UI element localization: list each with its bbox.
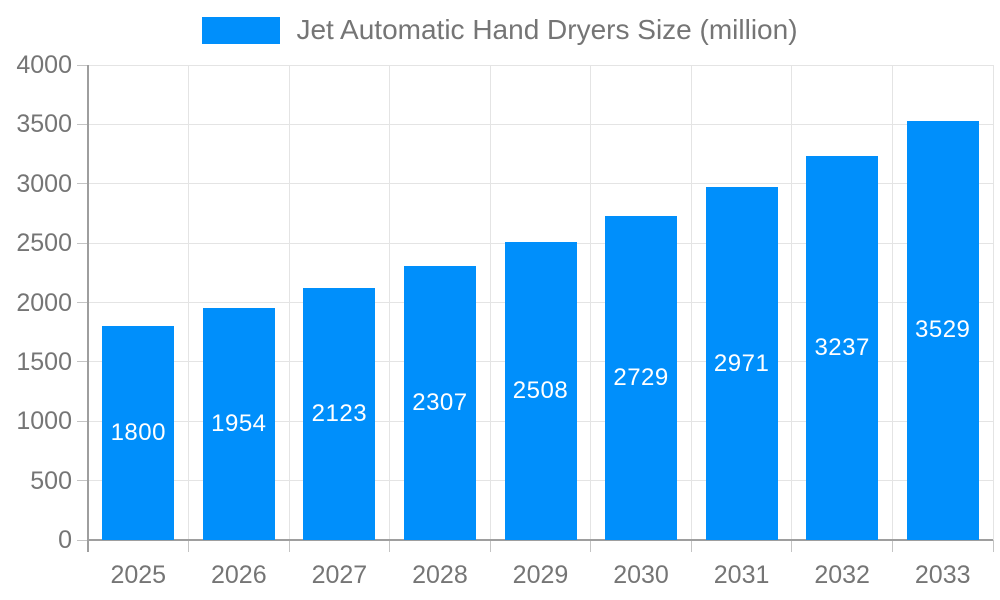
y-axis-tick (77, 361, 88, 363)
x-axis-tick (791, 540, 793, 552)
x-axis-tick (690, 540, 692, 552)
y-axis-tick (77, 242, 88, 244)
x-gridline (992, 65, 994, 540)
x-gridline (690, 65, 692, 540)
bar-value-label: 3237 (814, 333, 870, 361)
bar-value-label: 2729 (613, 363, 669, 391)
x-axis-line (88, 539, 993, 541)
x-axis-tick (590, 540, 592, 552)
y-axis-label: 0 (58, 526, 72, 554)
bar[interactable]: 2123 (303, 287, 376, 540)
x-axis-tick (288, 540, 290, 552)
y-axis-label: 2000 (16, 288, 72, 317)
x-axis-tick (992, 540, 994, 552)
x-axis-label: 2025 (110, 561, 167, 589)
x-gridline (590, 65, 592, 540)
bar-value-label: 2508 (512, 377, 569, 405)
y-axis-tick (77, 183, 88, 185)
bar[interactable]: 2971 (705, 187, 778, 540)
y-axis-label: 1500 (16, 347, 72, 376)
y-axis-tick (77, 123, 88, 125)
bar-value-label: 1800 (110, 419, 166, 447)
x-axis-tick (188, 540, 190, 552)
y-axis-tick (77, 480, 88, 482)
bar-value-label: 3529 (915, 316, 971, 344)
legend-label: Jet Automatic Hand Dryers Size (million) (296, 14, 798, 45)
y-gridline (88, 123, 993, 125)
y-axis-label: 2500 (16, 229, 72, 258)
bar[interactable]: 2729 (605, 215, 678, 540)
x-gridline (288, 65, 290, 540)
legend-marker-swatch (202, 16, 281, 44)
x-axis-label: 2028 (412, 561, 468, 589)
x-gridline (791, 65, 793, 540)
x-gridline (891, 65, 893, 540)
x-axis-tick (891, 540, 893, 552)
y-axis-tick (77, 302, 88, 303)
y-axis-label: 500 (30, 466, 72, 495)
legend-item[interactable]: Jet Automatic Hand Dryers Size (million) (0, 14, 1000, 45)
y-axis-tick (77, 539, 88, 541)
bar[interactable]: 1954 (202, 307, 275, 540)
x-axis-label: 2027 (311, 561, 368, 589)
x-axis-tick (389, 540, 391, 552)
bar-value-label: 2307 (412, 389, 468, 416)
bar[interactable]: 1800 (102, 326, 175, 540)
y-axis-label: 4000 (16, 51, 72, 79)
bar-value-label: 1954 (211, 409, 267, 437)
y-axis-label: 1000 (16, 407, 72, 436)
bar-value-label: 2971 (713, 349, 770, 377)
x-axis-tick (489, 540, 491, 552)
x-axis-label: 2031 (713, 561, 770, 589)
y-gridline (88, 64, 993, 66)
x-gridline (489, 65, 491, 540)
bar[interactable]: 2508 (504, 242, 577, 540)
bar[interactable]: 2307 (403, 266, 476, 540)
y-axis-line (87, 65, 89, 552)
y-gridline (88, 183, 993, 185)
x-gridline (389, 65, 391, 540)
bar[interactable]: 3237 (806, 155, 879, 540)
y-axis-label: 3500 (16, 110, 72, 139)
y-axis-tick (77, 64, 88, 66)
x-axis-label: 2032 (814, 561, 870, 589)
bar-value-label: 2123 (311, 399, 368, 427)
x-axis-label: 2026 (211, 561, 267, 589)
y-axis-label: 3000 (16, 169, 72, 198)
x-gridline (188, 65, 190, 540)
x-axis-label: 2029 (512, 561, 569, 589)
x-axis-label: 2033 (914, 561, 971, 589)
x-axis-label: 2030 (613, 561, 669, 589)
y-axis-tick (77, 420, 88, 422)
bar[interactable]: 3529 (906, 120, 979, 540)
